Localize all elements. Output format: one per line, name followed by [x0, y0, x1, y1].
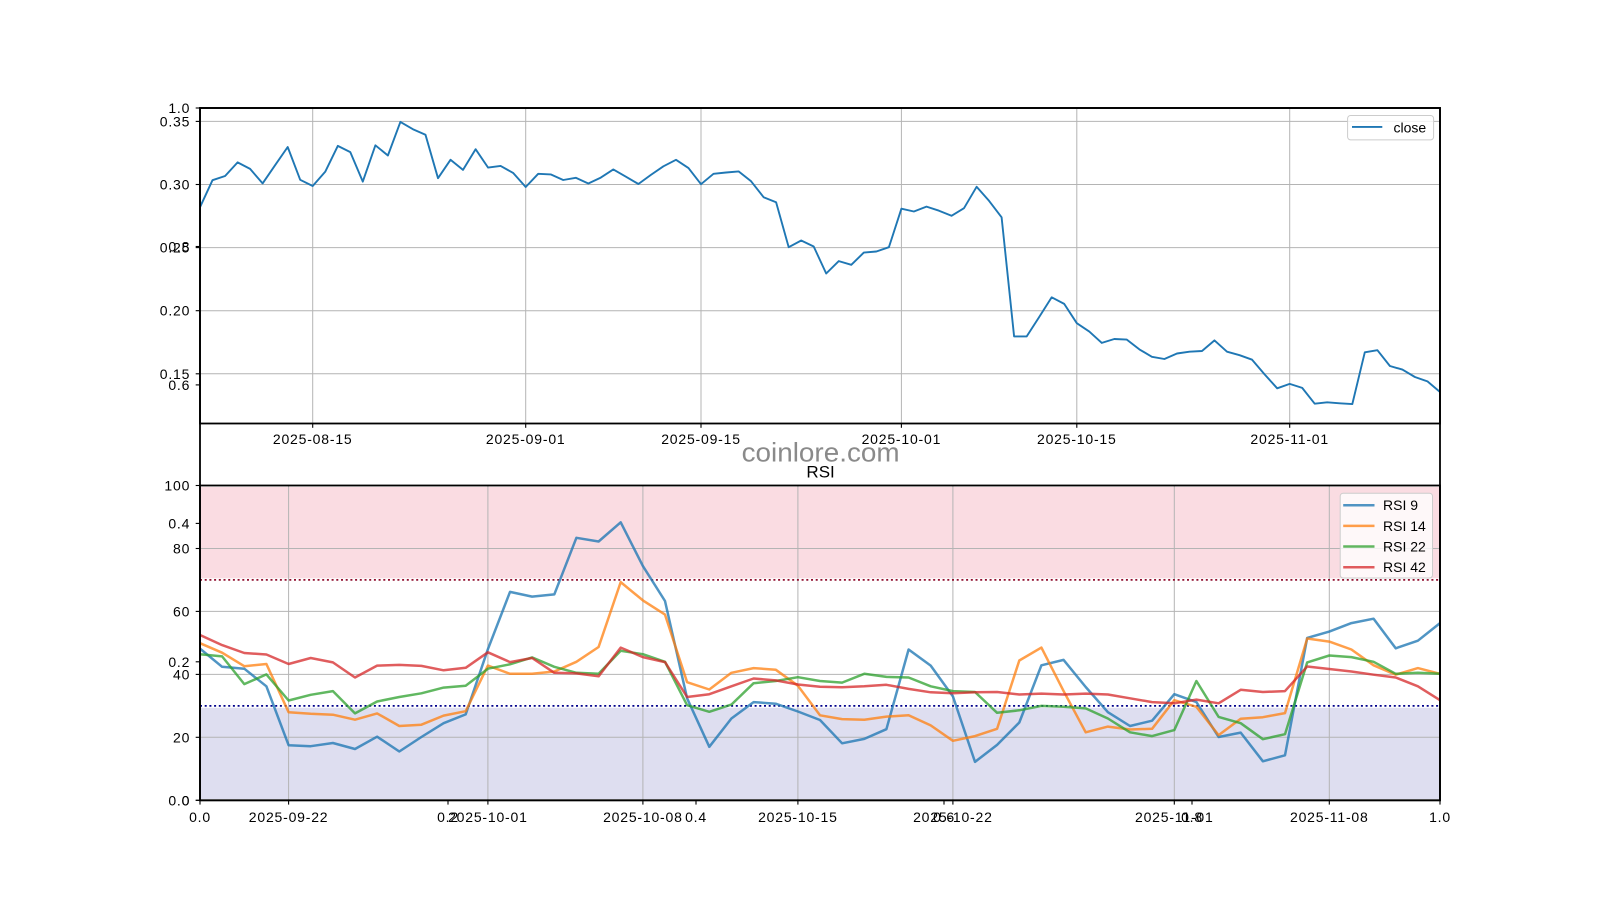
svg-text:1.0: 1.0: [1429, 809, 1451, 825]
svg-text:0.4: 0.4: [685, 809, 707, 825]
svg-text:2025-11-01: 2025-11-01: [1250, 431, 1329, 447]
svg-text:1.0: 1.0: [168, 100, 190, 116]
svg-text:2025-10-15: 2025-10-15: [758, 809, 838, 825]
svg-text:0.8: 0.8: [1181, 809, 1203, 825]
svg-text:2025-11-01: 2025-11-01: [1135, 809, 1214, 825]
svg-text:0.35: 0.35: [160, 113, 190, 129]
svg-text:RSI 42: RSI 42: [1383, 559, 1426, 575]
svg-text:2025-10-15: 2025-10-15: [1037, 431, 1117, 447]
svg-text:100: 100: [164, 478, 190, 494]
svg-text:0.6: 0.6: [168, 377, 190, 393]
svg-text:0.15: 0.15: [160, 366, 190, 382]
svg-text:0.2: 0.2: [168, 654, 190, 670]
svg-text:RSI: RSI: [806, 463, 834, 482]
svg-text:2025-10-01: 2025-10-01: [448, 809, 528, 825]
svg-text:2025-10-08: 2025-10-08: [603, 809, 683, 825]
svg-text:0.20: 0.20: [160, 303, 190, 319]
svg-text:2025-09-15: 2025-09-15: [661, 431, 741, 447]
svg-text:0.8: 0.8: [168, 239, 190, 255]
svg-text:0.0: 0.0: [168, 792, 190, 808]
svg-text:RSI 9: RSI 9: [1383, 497, 1418, 513]
svg-text:0.4: 0.4: [168, 515, 190, 531]
svg-text:2025-09-22: 2025-09-22: [249, 809, 329, 825]
svg-text:2025-09-01: 2025-09-01: [486, 431, 566, 447]
svg-text:0.0: 0.0: [189, 809, 211, 825]
svg-text:0.25: 0.25: [160, 240, 190, 256]
svg-text:RSI 22: RSI 22: [1383, 538, 1426, 554]
svg-text:20: 20: [173, 729, 190, 745]
svg-text:0.30: 0.30: [160, 177, 190, 193]
svg-text:2025-08-15: 2025-08-15: [273, 431, 353, 447]
svg-text:coinlore.com: coinlore.com: [742, 437, 900, 467]
svg-text:2025-10-01: 2025-10-01: [862, 431, 942, 447]
svg-text:0: 0: [182, 792, 191, 808]
svg-text:RSI 14: RSI 14: [1383, 518, 1426, 534]
svg-text:60: 60: [173, 603, 190, 619]
svg-text:0.2: 0.2: [437, 809, 459, 825]
svg-text:2025-10-22: 2025-10-22: [913, 809, 993, 825]
svg-text:close: close: [1394, 120, 1427, 136]
svg-text:2025-11-08: 2025-11-08: [1290, 809, 1369, 825]
svg-text:0.6: 0.6: [933, 809, 955, 825]
svg-text:40: 40: [173, 666, 190, 682]
svg-text:80: 80: [173, 541, 190, 557]
